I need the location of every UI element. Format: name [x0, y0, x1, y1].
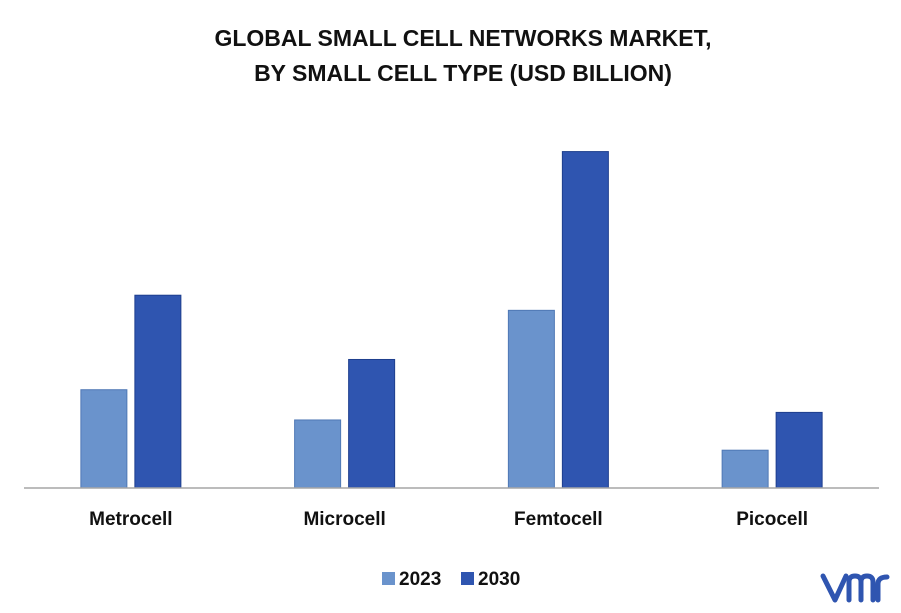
- legend-label-2023: 2023: [399, 569, 441, 590]
- chart-title-line-2: BY SMALL CELL TYPE (USD BILLION): [254, 60, 672, 86]
- legend-label-2030: 2030: [478, 569, 520, 590]
- bar-femtocell-2030: [561, 151, 609, 489]
- bar-microcell-2023: [294, 419, 342, 489]
- bar-metrocell-2030: [134, 294, 182, 489]
- bar-femtocell-2023: [507, 309, 555, 489]
- vmr-logo-v: [820, 573, 849, 603]
- category-labels: Metrocell Microcell Femtocell Picocell: [89, 509, 808, 530]
- bar-microcell-2030: [348, 358, 396, 489]
- bar-picocell-2023: [721, 449, 769, 489]
- category-label-metrocell: Metrocell: [89, 509, 172, 530]
- vmr-logo: [820, 573, 890, 603]
- bar-metrocell-2023: [80, 389, 128, 489]
- legend: 2023 2030: [382, 569, 520, 590]
- bar-group: [80, 151, 823, 489]
- legend-swatch-2030: [461, 572, 474, 585]
- chart-title-line-1: GLOBAL SMALL CELL NETWORKS MARKET,: [214, 25, 711, 51]
- vmr-logo-r: [875, 574, 890, 603]
- category-label-picocell: Picocell: [736, 509, 808, 530]
- category-label-microcell: Microcell: [303, 509, 385, 530]
- category-label-femtocell: Femtocell: [514, 509, 603, 530]
- legend-swatch-2023: [382, 572, 395, 585]
- bar-picocell-2030: [775, 411, 823, 489]
- vmr-logo-m: [846, 573, 876, 603]
